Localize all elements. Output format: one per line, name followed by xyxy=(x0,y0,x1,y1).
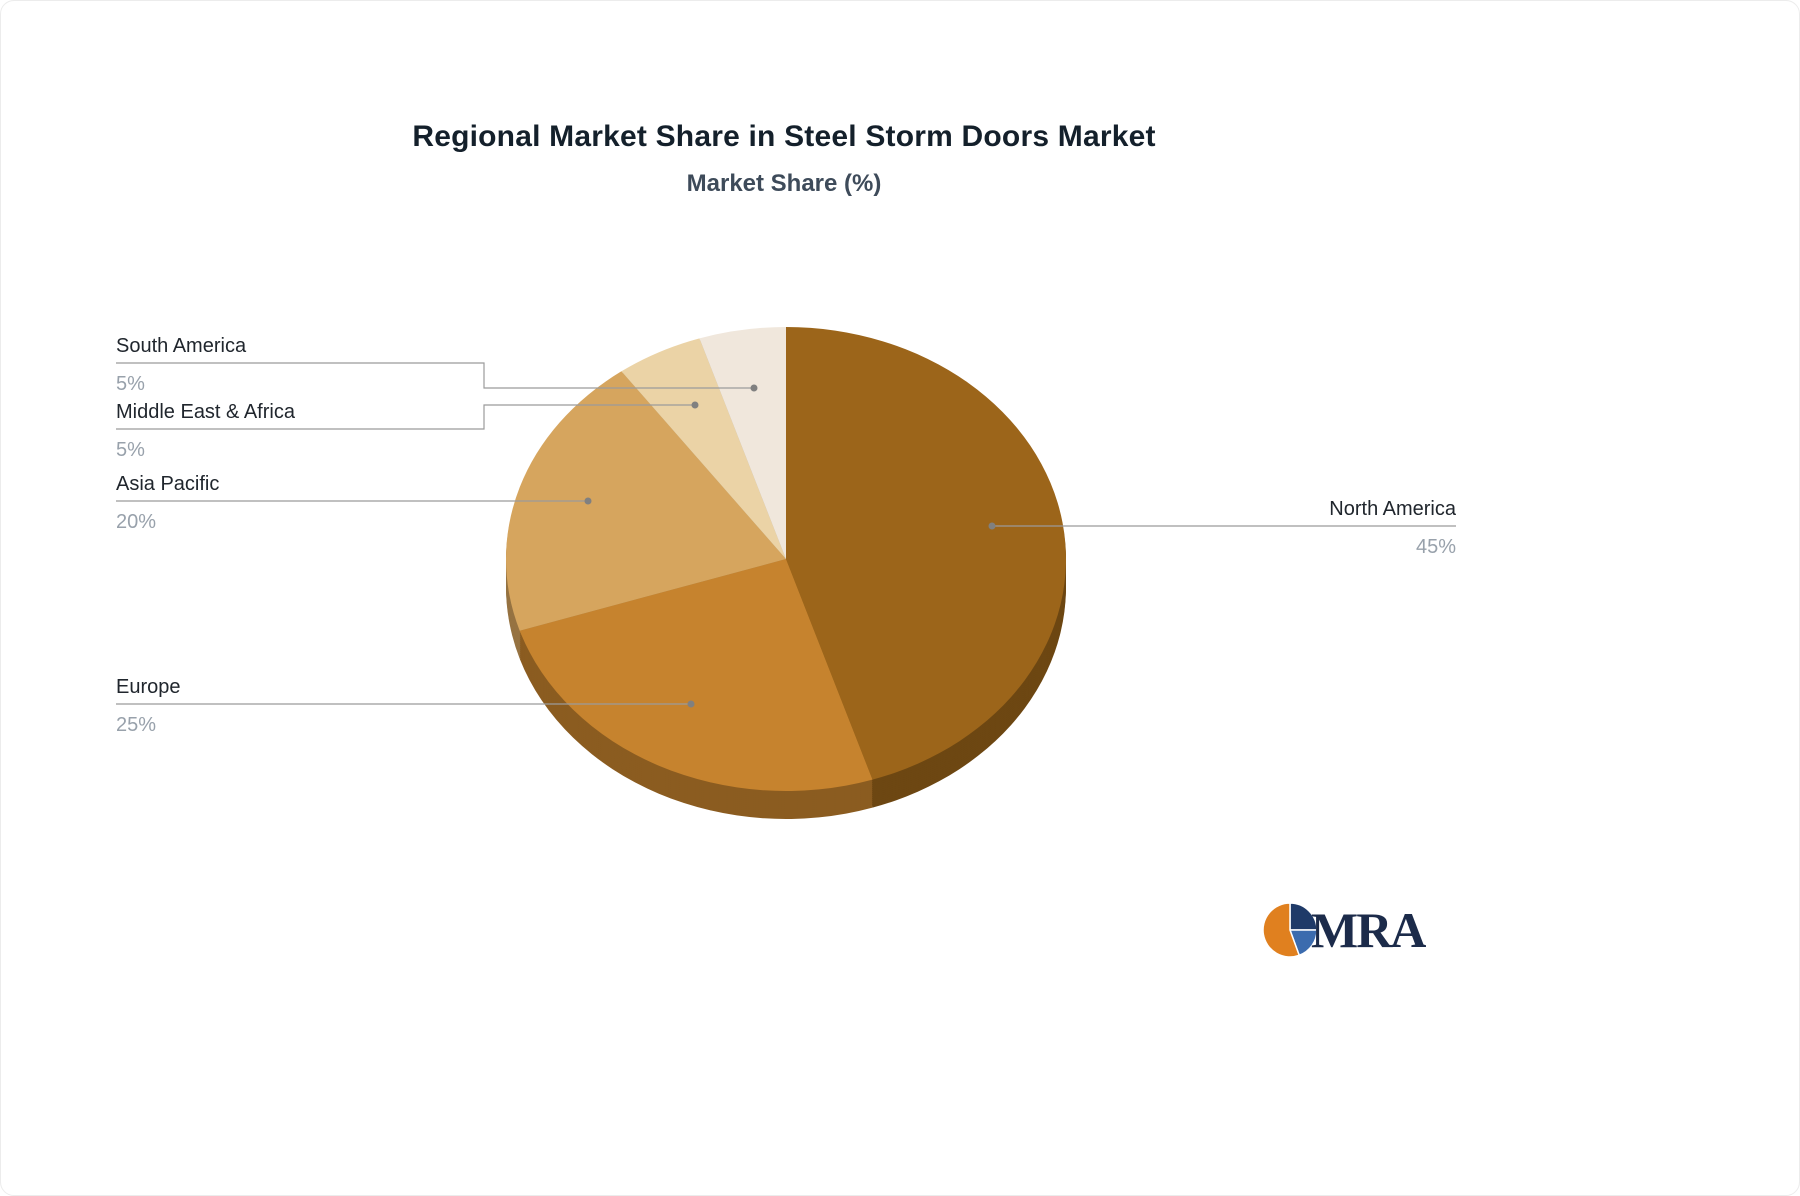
callout-value: 45% xyxy=(1415,536,1456,558)
pie-slice-europe[interactable] xyxy=(519,559,873,792)
logo-wedge xyxy=(1262,902,1301,958)
callout-value: 25% xyxy=(116,714,157,736)
callout-dot-south-america xyxy=(750,384,758,392)
logo-wedge xyxy=(1289,902,1318,931)
callout-europe: Europe 25% xyxy=(116,673,181,739)
callout-south-america: South America 5% xyxy=(116,332,246,398)
pie-slice-south-america[interactable] xyxy=(699,327,786,559)
callout-dot-europe xyxy=(687,700,695,708)
callout-dot-north-america xyxy=(988,522,996,530)
callout-name: Middle East & Africa xyxy=(116,401,295,423)
callout-name: Europe xyxy=(116,676,181,698)
chart-subtitle: Market Share (%) xyxy=(686,170,882,197)
brand-logo: MRA xyxy=(1259,899,1426,961)
callout-name: South America xyxy=(116,335,247,357)
callout-value: 5% xyxy=(116,439,145,461)
callout-middle-east-africa: Middle East & Africa 5% xyxy=(116,398,295,464)
callout-line-middle-east-africa xyxy=(116,404,695,430)
callout-line-south-america xyxy=(116,362,754,389)
mra-logo-text: MRA xyxy=(1311,902,1426,958)
callout-dot-asia-pacific xyxy=(584,497,592,505)
pie-slice-north-america[interactable] xyxy=(786,327,1067,780)
callout-name: Asia Pacific xyxy=(116,473,220,495)
callout-value: 20% xyxy=(116,511,157,533)
callout-asia-pacific: Asia Pacific 20% xyxy=(116,470,219,536)
pie-slice-middle-east-africa[interactable] xyxy=(621,338,786,559)
pie-slice-asia-pacific[interactable] xyxy=(505,371,786,631)
mra-logo-icon xyxy=(1262,902,1318,958)
callout-north-america: North America 45% xyxy=(1329,495,1456,561)
callout-dot-middle-east-africa xyxy=(691,401,699,409)
callout-value: 5% xyxy=(116,373,145,395)
callout-name: North America xyxy=(1329,498,1456,520)
chart-title: Regional Market Share in Steel Storm Doo… xyxy=(412,120,1156,153)
